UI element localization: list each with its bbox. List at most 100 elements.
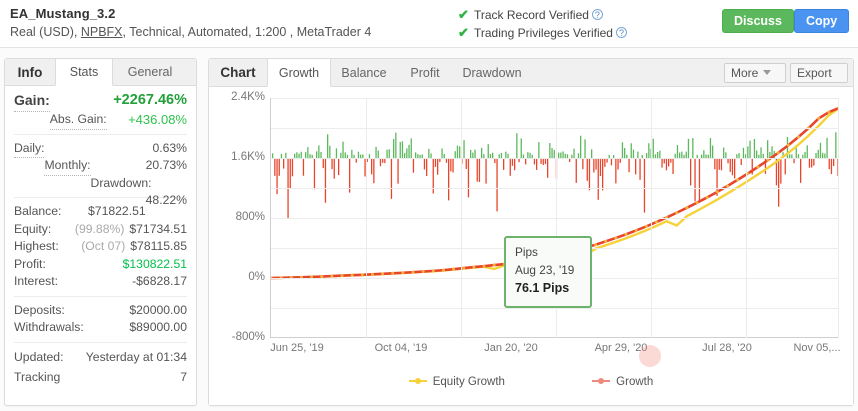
y-tick-label: -800%	[231, 331, 265, 343]
y-tick-label: 0%	[248, 271, 265, 283]
stat-label: Equity:	[14, 221, 52, 236]
legend-label: Growth	[616, 376, 654, 388]
y-tick-label: 1.6K%	[231, 151, 265, 163]
tab-profit[interactable]: Profit	[410, 66, 440, 80]
export-button[interactable]: Export	[790, 63, 848, 93]
stat-value: $78115.85	[130, 239, 187, 253]
legend-swatch-icon	[408, 378, 427, 384]
copy-button[interactable]: Copy	[794, 9, 850, 33]
stat-row-abs-gain: Abs. Gain: +436.08%	[14, 111, 187, 130]
stat-label: Deposits:	[14, 302, 65, 317]
divider	[14, 197, 187, 198]
verification-trading-privileges-label: Trading Privileges Verified	[474, 26, 613, 40]
tab-stats[interactable]: Stats	[55, 59, 113, 86]
gridline-v	[366, 98, 367, 338]
chart-tabbar: Chart Growth Balance Profit Drawdown Mor…	[209, 59, 853, 93]
stat-row-profit: Profit: $130822.51	[14, 256, 187, 274]
broker-link[interactable]: NPBFX	[80, 25, 123, 39]
account-summary-pre: Real (USD),	[10, 25, 81, 39]
divider	[14, 341, 187, 343]
legend-label: Equity Growth	[432, 376, 505, 388]
stat-label: Updated:	[14, 349, 64, 364]
stat-row-balance: Balance: $71822.51	[14, 203, 187, 221]
stat-label: Daily:	[14, 140, 45, 158]
stat-label: Abs. Gain:	[49, 111, 107, 130]
chart-legend: Equity Growth Growth	[209, 376, 853, 388]
tab-growth[interactable]: Growth	[267, 59, 331, 87]
gridline-v	[838, 98, 839, 338]
stat-value: +436.08%	[128, 112, 187, 127]
y-tick-label: 2.4K%	[231, 91, 265, 103]
gridline-h	[271, 308, 839, 309]
y-tick-label: 800%	[235, 211, 265, 223]
y-axis: 2.4K% 1.6K% 800% 0% -800%	[209, 91, 853, 343]
gridline-v	[746, 98, 747, 338]
stat-row-monthly: Monthly: 20.73%	[14, 157, 187, 176]
tooltip-series: Pips	[515, 245, 538, 259]
stat-label: Balance:	[14, 204, 62, 218]
chevron-down-icon	[763, 70, 772, 75]
stat-label: Interest:	[14, 274, 59, 288]
stats-tabbar: Info Stats General	[5, 59, 196, 86]
more-button-label: More	[731, 66, 759, 80]
stat-row-daily: Daily: 0.63%	[14, 140, 187, 158]
legend-swatch-icon	[592, 378, 611, 384]
stat-value: 7	[180, 369, 187, 384]
gridline-v	[461, 98, 462, 338]
export-button-label: Export	[797, 66, 832, 80]
stats-list: Gain: +2267.46% Abs. Gain: +436.08% Dail…	[5, 86, 196, 387]
stat-row-equity: Equity: $71734.51 (99.88%)	[14, 221, 187, 239]
x-tick-label: Jan 20, '20	[484, 342, 538, 354]
chart-panel-label: Chart	[220, 65, 256, 80]
gridline-v	[556, 98, 557, 338]
verification-badges: ✔ Track Record Verified? ✔ Trading Privile…	[458, 6, 627, 42]
gridline-v	[651, 98, 652, 338]
stat-row-drawdown: Drawdown: 48.22%	[14, 175, 187, 208]
discuss-button[interactable]: Discuss	[722, 9, 794, 33]
gridline-h	[271, 218, 839, 219]
stat-value: 0.63%	[152, 140, 187, 155]
stat-value: $130822.51	[122, 256, 187, 271]
stat-value: -$6828.17	[132, 274, 187, 288]
stat-value: 48.22%	[145, 193, 187, 207]
stats-panel: Info Stats General Gain: +2267.46% Abs. …	[4, 58, 197, 406]
gridline-h	[271, 128, 839, 129]
legend-item-equity-growth[interactable]: Equity Growth	[408, 376, 505, 388]
stat-row-updated: Updated: Yesterday at 01:34	[14, 348, 187, 367]
help-icon[interactable]: ?	[591, 9, 603, 20]
stat-value: $71822.51	[88, 204, 146, 218]
legend-item-growth[interactable]: Growth	[592, 376, 653, 388]
stat-row-tracking: Tracking 7	[14, 367, 187, 387]
chart-tooltip: Pips Aug 23, '19 76.1 Pips	[504, 236, 592, 308]
stat-note: (99.88%)	[74, 221, 125, 236]
stat-value: 20.73%	[145, 158, 187, 172]
gridline-h	[271, 158, 839, 159]
x-tick-label: Jun 25, '19	[270, 342, 324, 354]
stat-row-interest: Interest: -$6828.17	[14, 273, 187, 291]
verification-trading-privileges: ✔ Trading Privileges Verified?	[458, 24, 627, 42]
more-button[interactable]: More	[724, 63, 786, 83]
tab-general[interactable]: General	[127, 65, 173, 79]
stat-value: $20000.00	[129, 302, 187, 317]
stat-value: +2267.46%	[113, 92, 187, 108]
account-summary: Real (USD), NPBFX, Technical, Automated,…	[10, 25, 371, 39]
stat-note: (Oct 07)	[81, 239, 126, 253]
verification-track-record: ✔ Track Record Verified?	[458, 6, 627, 24]
tab-drawdown[interactable]: Drawdown	[462, 66, 522, 80]
stat-label: Monthly:	[44, 157, 91, 176]
stat-row-gain: Gain: +2267.46%	[14, 90, 187, 112]
stat-label: Highest:	[14, 239, 59, 253]
tooltip-date: Aug 23, '19	[515, 263, 575, 277]
page-header: EA_Mustang_3.2 Real (USD), NPBFX, Techni…	[0, 0, 858, 48]
check-icon: ✔	[458, 7, 469, 22]
stats-panel-label: Info	[17, 65, 43, 80]
stat-value: Yesterday at 01:34	[85, 349, 187, 364]
x-tick-label: Oct 04, '19	[374, 342, 428, 354]
highlight-point[interactable]	[639, 345, 661, 367]
gridline-h	[271, 188, 839, 189]
help-icon[interactable]: ?	[615, 27, 627, 38]
account-summary-post: , Technical, Automated, 1:200 , MetaTrad…	[122, 25, 372, 39]
stat-value: $71734.51	[129, 221, 187, 236]
tab-balance[interactable]: Balance	[341, 66, 387, 80]
growth-chart[interactable]: 2.4K% 1.6K% 800% 0% -800%	[209, 88, 853, 405]
